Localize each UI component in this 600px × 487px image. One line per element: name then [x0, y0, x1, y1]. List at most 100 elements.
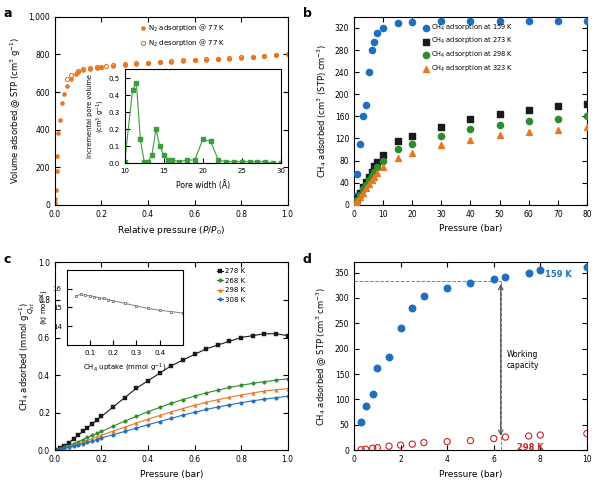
Point: [356, 418, 366, 426]
298 K: [98, 432, 105, 438]
N$_2$ adsorption @ 77 K: [133, 61, 140, 67]
N$_2$ adsorption @ 77 K: [55, 131, 62, 136]
N$_2$ desorption @ 77 K: [156, 59, 163, 65]
N$_2$ adsorption @ 77 K: [52, 187, 59, 193]
N$_2$ desorption @ 77 K: [191, 57, 198, 63]
Text: d: d: [303, 253, 312, 266]
308 K: [70, 443, 77, 449]
308 K: [179, 412, 187, 418]
298 K: [109, 428, 116, 434]
308 K: [214, 404, 221, 410]
308 K: [84, 439, 91, 445]
CH$_4$ adsorption at 273 K: [373, 158, 382, 166]
278 K: [191, 352, 198, 357]
CH$_4$ adsorption at 323 K: [466, 136, 475, 144]
298 K: [74, 441, 82, 447]
308 K: [249, 398, 256, 404]
N$_2$ adsorption @ 77 K: [167, 58, 175, 64]
N$_2$ adsorption @ 77 K: [156, 59, 163, 65]
N$_2$ desorption @ 77 K: [109, 62, 116, 68]
N$_2$ desorption @ 77 K: [261, 53, 268, 59]
CH$_4$ adsorption at 298 K: [407, 140, 417, 148]
308 K: [167, 415, 175, 421]
308 K: [133, 425, 140, 431]
N$_2$ adsorption @ 77 K: [109, 63, 116, 69]
298 K: [226, 394, 233, 400]
CH$_4$ adsorption at 159 K: [352, 170, 362, 178]
Point: [500, 433, 510, 441]
CH$_4$ adsorption at 323 K: [524, 128, 533, 136]
Y-axis label: CH$_4$ adsorbed @ STP (cm$^3$ cm$^{-3}$): CH$_4$ adsorbed @ STP (cm$^3$ cm$^{-3}$): [315, 287, 329, 426]
298 K: [179, 406, 187, 412]
N$_2$ adsorption @ 77 K: [261, 54, 268, 59]
CH$_4$ adsorption at 159 K: [582, 17, 592, 25]
CH$_4$ adsorption at 298 K: [393, 146, 403, 153]
N$_2$ desorption @ 77 K: [272, 52, 280, 58]
268 K: [70, 441, 77, 447]
CH$_4$ adsorption at 159 K: [407, 19, 417, 26]
Point: [489, 435, 499, 443]
268 K: [156, 405, 163, 411]
308 K: [272, 395, 280, 401]
CH$_4$ adsorption at 159 K: [355, 140, 365, 148]
278 K: [284, 333, 291, 338]
N$_2$ adsorption @ 77 K: [61, 91, 68, 97]
298 K: [89, 436, 96, 442]
CH$_4$ adsorption at 273 K: [582, 100, 592, 108]
308 K: [79, 441, 86, 447]
CH$_4$ adsorption at 298 K: [582, 112, 592, 120]
CH$_4$ adsorption at 273 K: [393, 137, 403, 145]
CH$_4$ adsorption at 298 K: [524, 117, 533, 125]
278 K: [133, 385, 140, 391]
N$_2$ adsorption @ 77 K: [203, 57, 210, 63]
N$_2$ desorption @ 77 K: [86, 65, 94, 71]
N$_2$ desorption @ 77 K: [103, 63, 110, 69]
N$_2$ adsorption @ 77 K: [74, 69, 82, 75]
268 K: [249, 380, 256, 386]
278 K: [226, 338, 233, 344]
CH$_4$ adsorption at 298 K: [370, 168, 379, 175]
CH$_4$ adsorption at 323 K: [370, 173, 379, 181]
CH$_4$ adsorption at 298 K: [351, 199, 361, 206]
308 K: [191, 410, 198, 415]
N$_2$ adsorption @ 77 K: [52, 196, 59, 202]
CH$_4$ adsorption at 273 K: [350, 200, 360, 207]
Text: Working
capacity: Working capacity: [506, 350, 539, 370]
CH$_4$ adsorption at 273 K: [351, 198, 361, 206]
N$_2$ adsorption @ 77 K: [56, 117, 63, 123]
CH$_4$ adsorption at 273 K: [370, 162, 379, 170]
N$_2$ adsorption @ 77 K: [121, 62, 128, 68]
N$_2$ adsorption @ 77 K: [68, 76, 75, 82]
N$_2$ desorption @ 77 K: [98, 64, 105, 70]
Point: [466, 437, 475, 445]
Point: [442, 438, 452, 446]
308 K: [261, 396, 268, 402]
278 K: [145, 378, 152, 384]
278 K: [156, 370, 163, 376]
N$_2$ desorption @ 77 K: [63, 76, 70, 82]
N$_2$ adsorption @ 77 K: [53, 168, 61, 174]
Point: [500, 273, 510, 281]
Point: [396, 324, 406, 332]
CH$_4$ adsorption at 159 K: [524, 17, 533, 25]
298 K: [214, 397, 221, 403]
N$_2$ desorption @ 77 K: [203, 56, 210, 62]
CH$_4$ adsorption at 298 K: [466, 125, 475, 133]
Point: [407, 440, 417, 448]
298 K: [121, 424, 128, 430]
268 K: [261, 379, 268, 385]
Point: [384, 442, 394, 450]
308 K: [89, 438, 96, 444]
278 K: [98, 413, 105, 419]
308 K: [74, 442, 82, 448]
Point: [407, 304, 417, 312]
CH$_4$ adsorption at 323 K: [367, 177, 376, 185]
N$_2$ desorption @ 77 K: [133, 60, 140, 66]
278 K: [249, 333, 256, 338]
308 K: [238, 400, 245, 406]
268 K: [93, 431, 100, 436]
268 K: [226, 385, 233, 391]
CH$_4$ adsorption at 273 K: [495, 110, 505, 117]
CH$_4$ adsorption at 159 K: [367, 46, 376, 54]
298 K: [249, 390, 256, 396]
